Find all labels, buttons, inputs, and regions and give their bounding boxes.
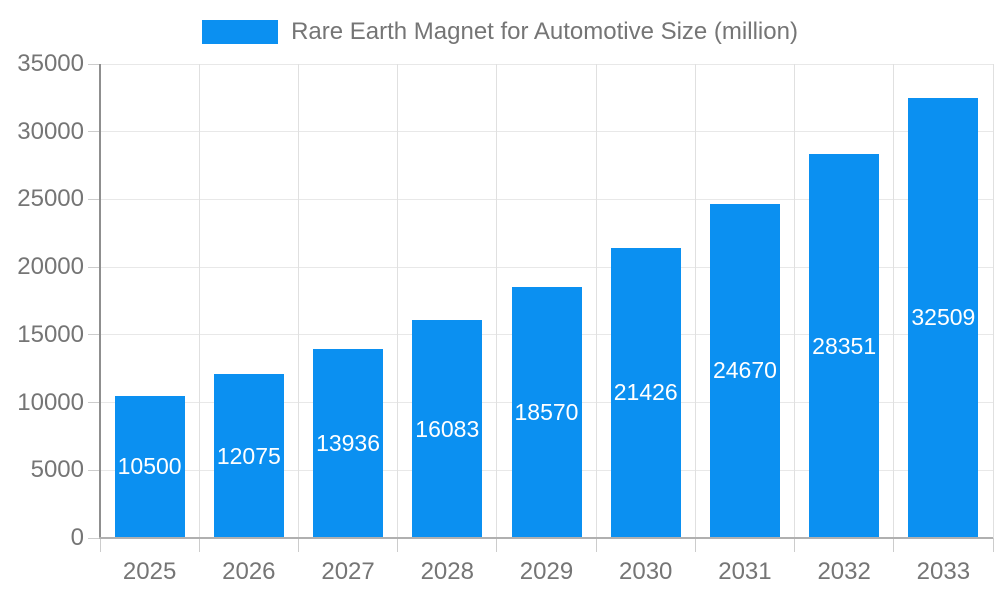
- x-tick: [893, 538, 895, 552]
- y-axis-label: 25000: [17, 185, 84, 213]
- x-tick: [794, 538, 796, 552]
- bar-value-label: 13936: [316, 430, 381, 457]
- x-gridline: [992, 64, 994, 538]
- legend-series-label: Rare Earth Magnet for Automotive Size (m…: [291, 18, 798, 45]
- y-axis-label: 5000: [30, 456, 84, 484]
- y-axis-label: 15000: [17, 320, 84, 348]
- x-gridline: [297, 64, 299, 538]
- y-gridline: [100, 266, 993, 268]
- y-axis-line: [99, 64, 101, 539]
- bar: [412, 320, 483, 538]
- bar: [313, 349, 384, 538]
- bar-value-label: 24670: [712, 357, 777, 384]
- x-tick: [496, 538, 498, 552]
- y-axis-label: 20000: [17, 253, 84, 281]
- bar-value-label: 12075: [216, 442, 281, 469]
- bar-value-label: 10500: [117, 453, 182, 480]
- x-tick: [397, 538, 399, 552]
- bar: [213, 374, 284, 538]
- y-axis-label: 0: [70, 524, 84, 551]
- y-tick: [88, 469, 100, 471]
- y-tick: [88, 334, 100, 336]
- y-tick: [88, 198, 100, 200]
- y-axis-label: 10000: [17, 388, 84, 416]
- bar: [511, 286, 582, 538]
- x-tick: [992, 538, 994, 552]
- x-axis-label: 2032: [817, 558, 871, 585]
- x-tick: [297, 538, 299, 552]
- y-gridline: [100, 63, 993, 65]
- bar-value-label: 21426: [613, 379, 678, 406]
- bar-value-label: 32509: [911, 304, 976, 331]
- x-axis-label: 2028: [420, 558, 474, 585]
- x-tick: [694, 538, 696, 552]
- y-gridline: [100, 198, 993, 200]
- bar: [709, 203, 780, 538]
- y-tick: [88, 537, 100, 539]
- x-gridline: [595, 64, 597, 538]
- y-axis-label: 30000: [17, 117, 84, 145]
- bar-value-label: 18570: [514, 398, 579, 425]
- x-axis-label: 2033: [916, 558, 971, 585]
- x-gridline: [397, 64, 399, 538]
- x-tick: [595, 538, 597, 552]
- chart-legend: Rare Earth Magnet for Automotive Size (m…: [0, 18, 1000, 46]
- x-tick: [198, 538, 200, 552]
- y-gridline: [100, 131, 993, 133]
- x-axis-label: 2029: [519, 558, 574, 585]
- x-axis-line: [99, 537, 993, 539]
- y-tick: [88, 402, 100, 404]
- x-gridline: [893, 64, 895, 538]
- x-axis-label: 2031: [718, 558, 772, 585]
- x-gridline: [794, 64, 796, 538]
- x-axis-label: 2026: [222, 558, 276, 585]
- bar-value-label: 28351: [812, 332, 877, 359]
- bar: [908, 97, 979, 538]
- bar-value-label: 16083: [415, 415, 480, 442]
- x-gridline: [198, 64, 200, 538]
- x-gridline: [496, 64, 498, 538]
- x-axis-label: 2025: [122, 558, 177, 585]
- y-tick: [88, 63, 100, 65]
- y-tick: [88, 131, 100, 133]
- x-gridline: [694, 64, 696, 538]
- bar: [114, 395, 185, 538]
- bar: [809, 154, 880, 538]
- legend-color-swatch: [202, 20, 279, 44]
- y-axis-label: 35000: [17, 50, 84, 77]
- bar: [610, 247, 681, 538]
- x-tick: [99, 538, 101, 552]
- y-tick: [88, 266, 100, 268]
- x-axis-label: 2027: [321, 558, 375, 585]
- x-axis-label: 2030: [619, 558, 673, 585]
